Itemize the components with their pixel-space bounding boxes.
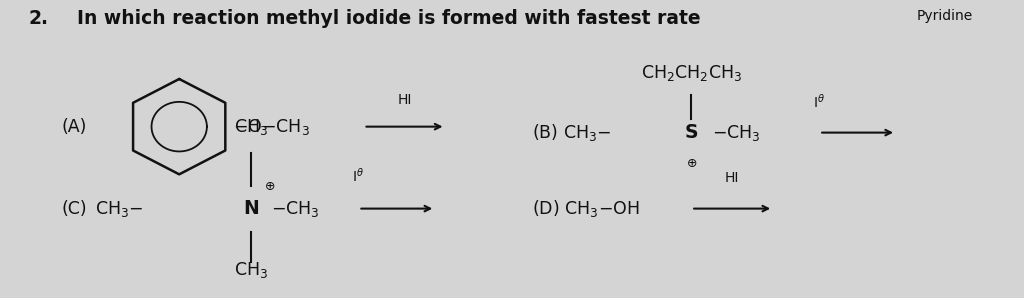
Text: HI: HI [725, 171, 739, 185]
Text: S: S [684, 123, 698, 142]
Text: $-$CH$_3$: $-$CH$_3$ [271, 198, 321, 219]
Text: CH$_3$: CH$_3$ [233, 117, 268, 137]
Text: CH$_2$CH$_2$CH$_3$: CH$_2$CH$_2$CH$_3$ [641, 63, 741, 83]
Text: (A): (A) [61, 118, 87, 136]
Text: N: N [243, 199, 259, 218]
Text: (C): (C) [61, 200, 87, 218]
Text: I$^{\theta}$: I$^{\theta}$ [352, 167, 365, 185]
Text: HI: HI [397, 93, 412, 107]
Text: (B) CH$_3$$-$: (B) CH$_3$$-$ [532, 122, 612, 143]
Text: $\oplus$: $\oplus$ [264, 180, 275, 193]
Text: In which reaction methyl iodide is formed with fastest rate: In which reaction methyl iodide is forme… [77, 9, 700, 28]
Text: CH$_3$$-$: CH$_3$$-$ [95, 198, 143, 219]
Text: I$^{\theta}$: I$^{\theta}$ [813, 92, 825, 110]
Text: $-$O$-$CH$_3$: $-$O$-$CH$_3$ [233, 117, 310, 137]
Text: Pyridine: Pyridine [916, 9, 973, 23]
Text: 2.: 2. [29, 9, 49, 28]
Text: $\oplus$: $\oplus$ [685, 157, 697, 170]
Text: CH$_3$: CH$_3$ [233, 260, 268, 280]
Text: (D) CH$_3$$-$OH: (D) CH$_3$$-$OH [532, 198, 640, 219]
Text: $-$CH$_3$: $-$CH$_3$ [712, 122, 761, 143]
